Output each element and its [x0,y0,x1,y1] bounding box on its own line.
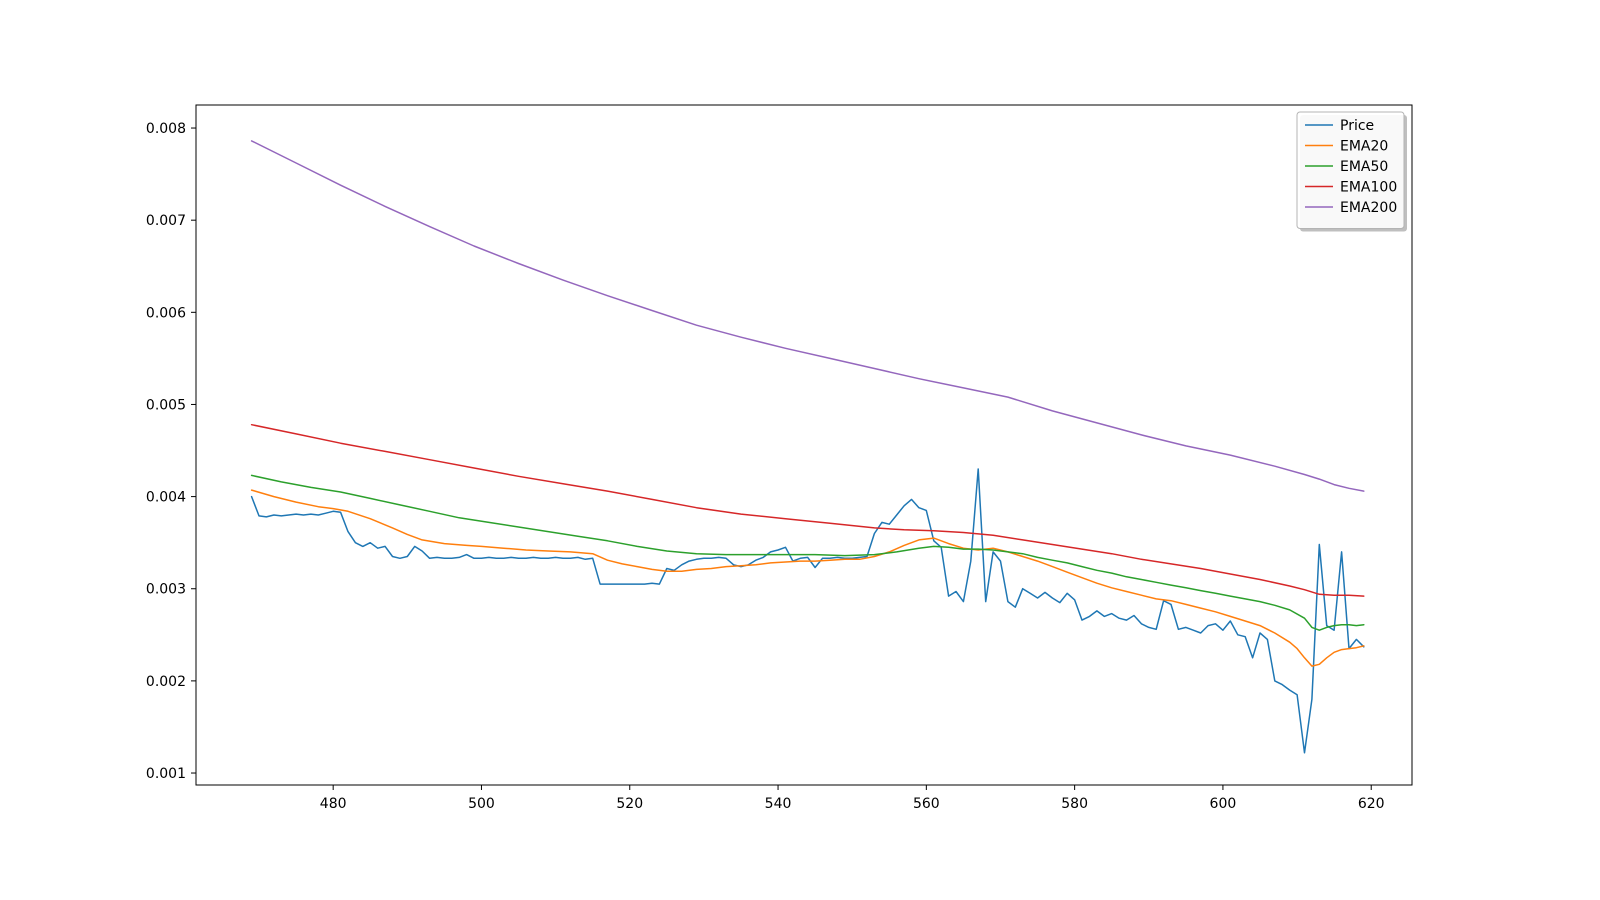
y-tick-label: 0.008 [146,121,186,137]
x-tick-label: 520 [616,796,643,812]
y-tick-label: 0.005 [146,397,186,413]
legend: Price EMA20 EMA50 EMA100 EMA200 [1296,111,1407,232]
x-tick-label: 580 [1061,796,1088,812]
series-line-ema200 [250,140,1365,492]
x-tick-label: 500 [468,796,495,812]
x-tick-label: 560 [913,796,940,812]
y-tick-label: 0.007 [146,213,186,229]
x-tick-label: 600 [1210,796,1237,812]
legend-label-ema100: EMA100 [1340,180,1397,196]
legend-label-ema50: EMA50 [1340,159,1388,175]
series-line-price [250,468,1365,754]
x-tick-label: 480 [320,796,347,812]
y-tick-label: 0.006 [146,305,186,321]
x-tick-label: 620 [1358,796,1385,812]
series-line-ema50 [250,474,1365,631]
y-tick-label: 0.003 [146,582,186,598]
legend-label-ema200: EMA200 [1340,200,1397,216]
legend-frame [1296,111,1405,229]
plot-frame [195,104,1413,786]
y-tick-label: 0.002 [146,674,186,690]
series-line-ema20 [250,489,1365,667]
series-line-ema100 [250,423,1365,597]
x-tick-label: 540 [765,796,792,812]
y-tick-label: 0.004 [146,490,186,506]
legend-label-price: Price [1340,118,1374,134]
y-tick-label: 0.001 [146,766,186,782]
legend-label-ema20: EMA20 [1340,139,1388,155]
